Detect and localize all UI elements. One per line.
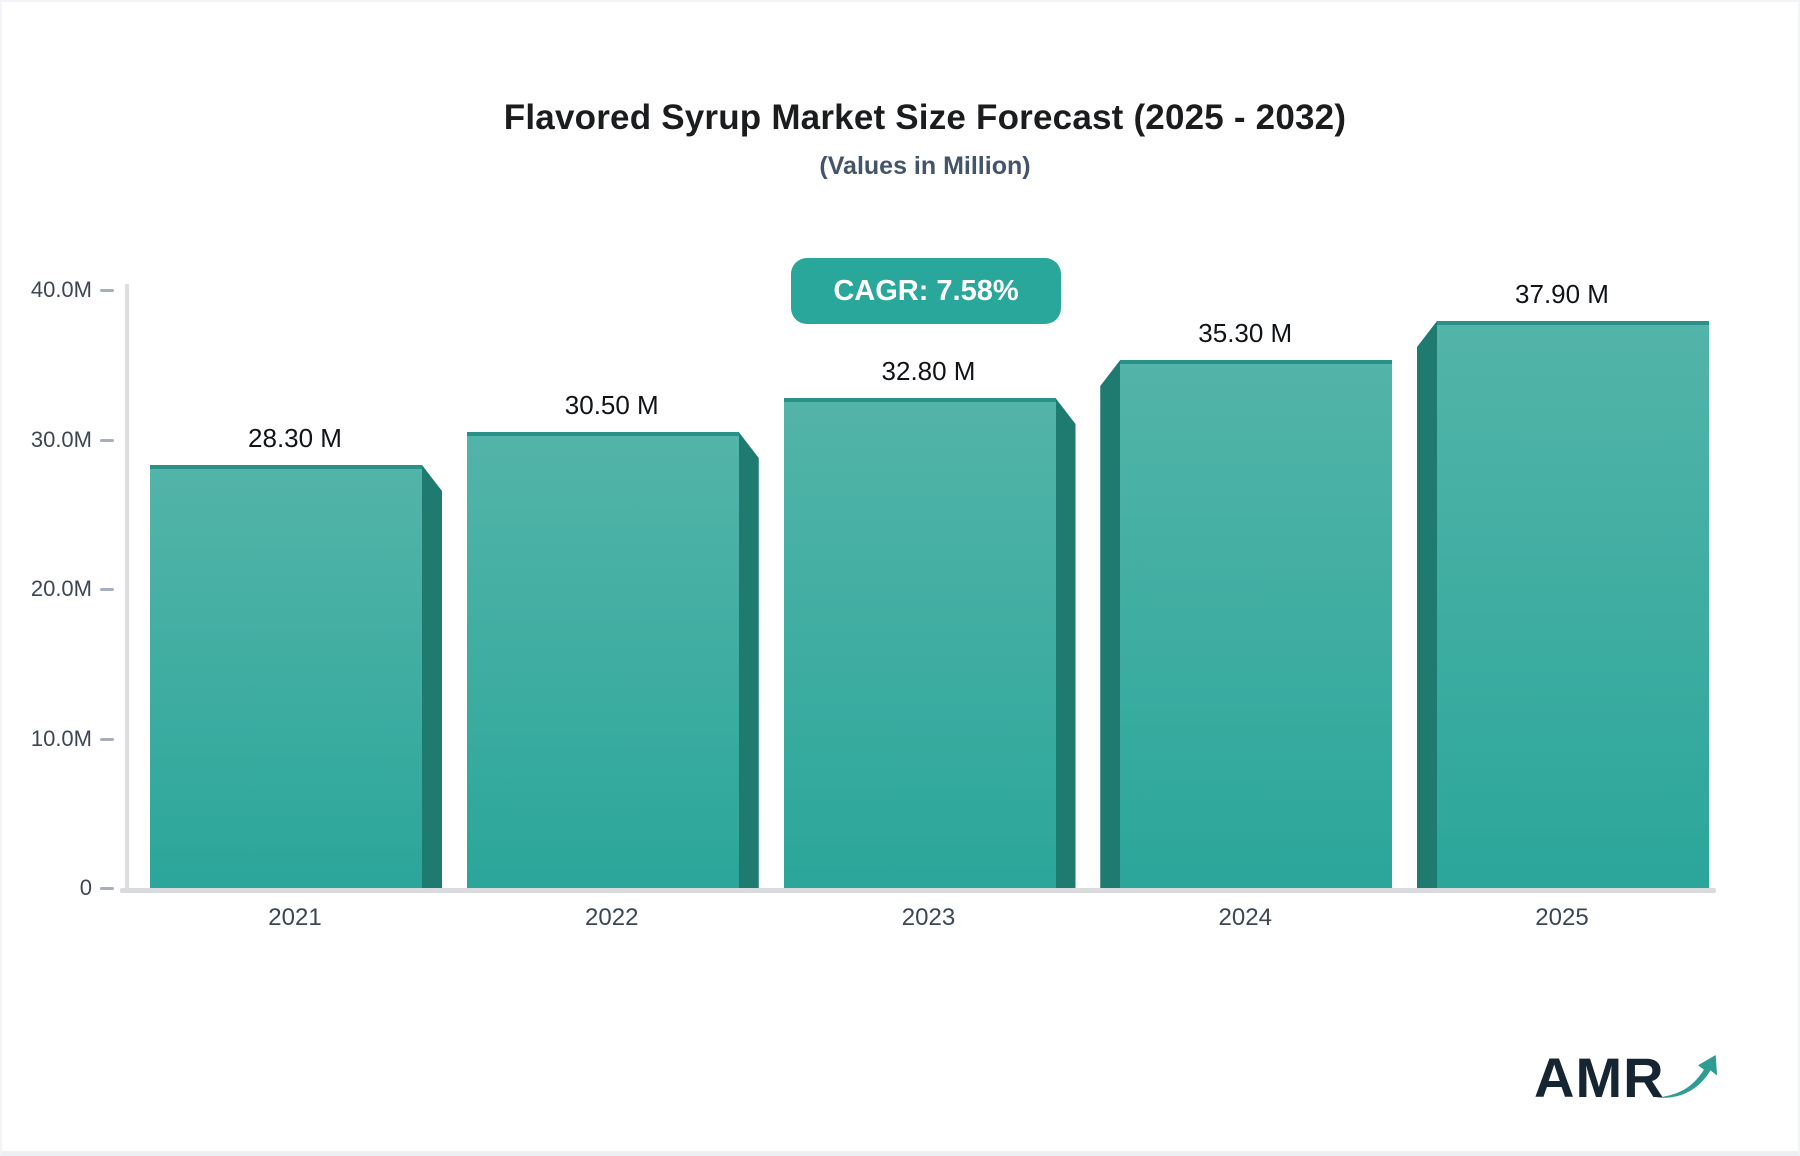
y-axis-tick-label: 30.0M: [30, 426, 92, 452]
bar-side-shadow: [422, 465, 442, 888]
bar-value-label: 32.80 M: [881, 356, 976, 386]
bar-2024: [1120, 360, 1393, 888]
bar-side-shadow: [1055, 398, 1076, 888]
y-axis-tick-label: 10.0M: [30, 725, 92, 751]
amr-logo-text: AMR: [1534, 1046, 1665, 1109]
bar-value-label: 30.50 M: [564, 390, 659, 420]
bar-value-label: 35.30 M: [1198, 318, 1293, 348]
bar-2022: [466, 432, 739, 888]
x-axis-label-2025: 2025: [1535, 904, 1589, 931]
y-axis-tick-mark: [100, 737, 114, 741]
amr-logo: AMR: [1534, 1038, 1724, 1118]
bar-value-label: 28.30 M: [248, 423, 342, 453]
chart-subtitle: (Values in Million): [819, 152, 1031, 180]
x-axis-label-2023: 2023: [901, 904, 956, 931]
y-axis-tick-label: 0: [79, 875, 92, 900]
y-axis-tick-label: 20.0M: [30, 576, 92, 601]
growth-arrow-icon: [1654, 1054, 1717, 1098]
y-axis-tick-mark: [100, 887, 114, 890]
cagr-badge-label: CAGR: 7.58%: [833, 274, 1019, 307]
y-axis-tick-mark: [100, 289, 114, 292]
x-axis-label-2021: 2021: [268, 904, 322, 931]
bar-2021: [150, 465, 422, 888]
x-axis-label-2022: 2022: [585, 904, 639, 931]
bar-side-shadow: [1100, 360, 1121, 888]
x-axis-label-2024: 2024: [1218, 904, 1272, 931]
bar-side-shadow: [738, 432, 759, 888]
bar-side-shadow: [1417, 321, 1437, 888]
bar-2025: [1437, 321, 1709, 888]
y-axis-tick-mark: [100, 588, 114, 591]
y-axis-tick-mark: [100, 438, 114, 442]
bar-value-label: 37.90 M: [1515, 279, 1609, 309]
x-axis-baseline: [120, 888, 1716, 893]
chart-title: Flavored Syrup Market Size Forecast (202…: [503, 98, 1347, 137]
y-axis-line: [125, 284, 129, 893]
bar-2023: [783, 398, 1056, 888]
y-axis-tick-label: 40.0M: [30, 277, 92, 302]
cagr-badge: CAGR: 7.58%: [791, 258, 1061, 324]
